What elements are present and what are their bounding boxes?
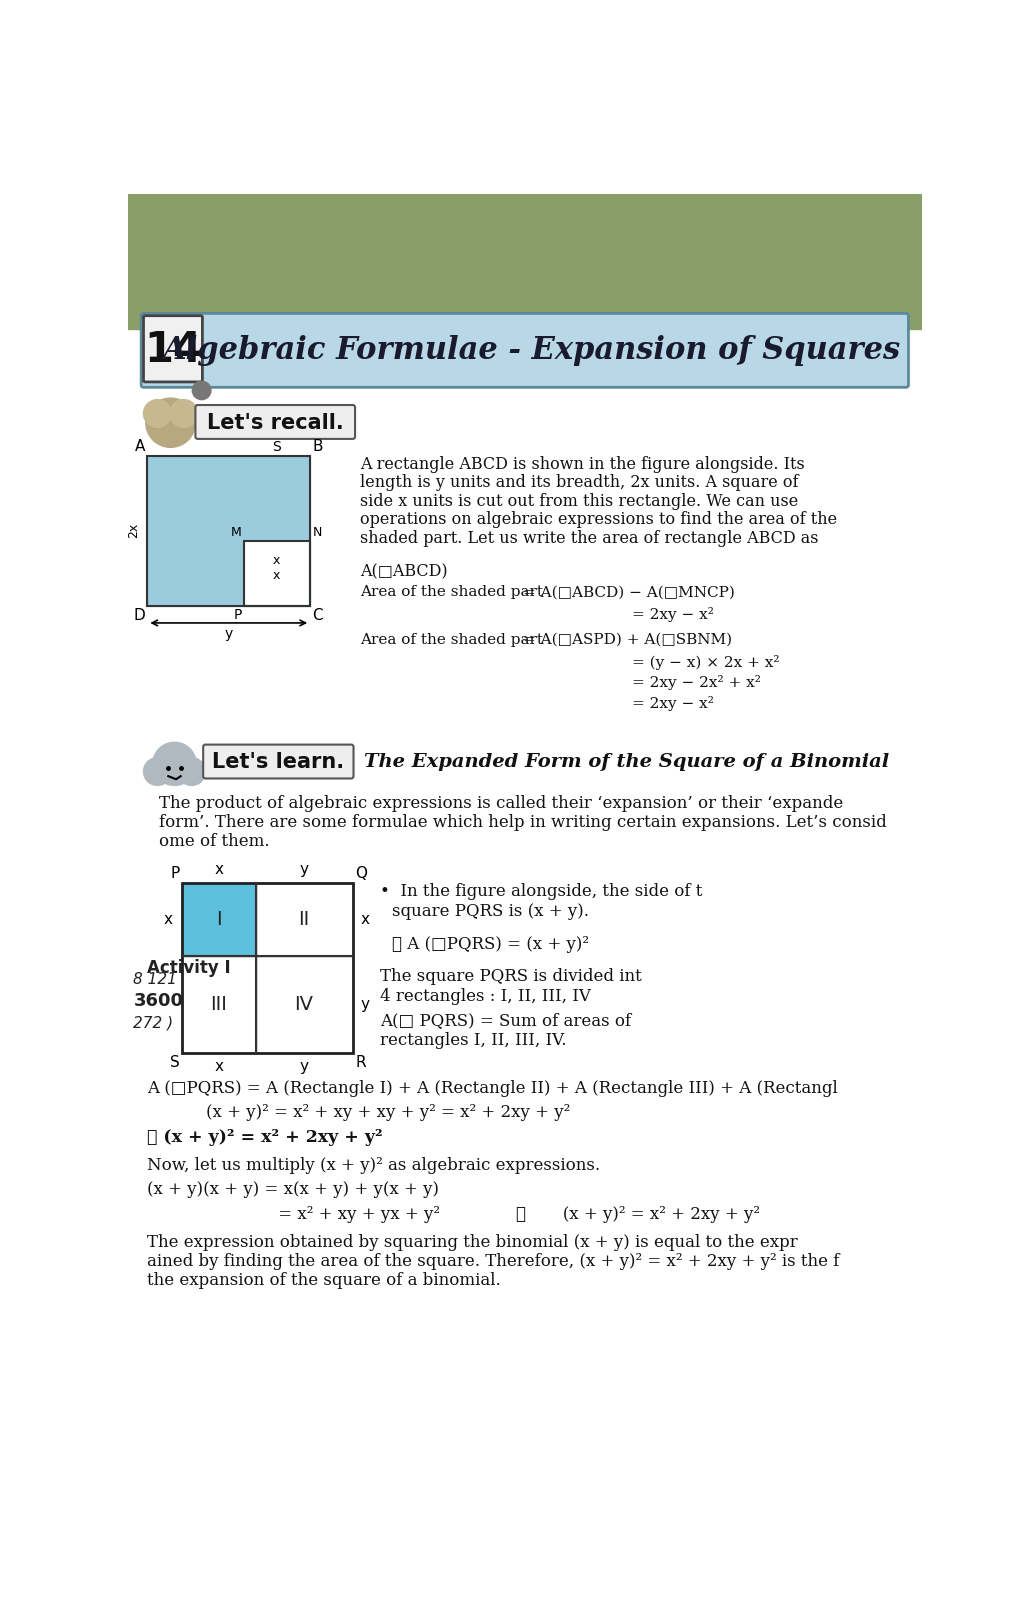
Text: x: x — [214, 1059, 223, 1074]
Text: 3600: 3600 — [133, 991, 183, 1011]
Bar — [182, 956, 256, 1053]
Text: square PQRS is (x + y).: square PQRS is (x + y). — [391, 904, 589, 920]
Text: Algebraic Formulae - Expansion of Squares: Algebraic Formulae - Expansion of Square… — [162, 335, 900, 365]
Text: y: y — [299, 1059, 308, 1074]
Text: S: S — [272, 440, 282, 453]
Bar — [147, 456, 310, 606]
Text: length is y units and its breadth, 2x units. A square of: length is y units and its breadth, 2x un… — [360, 474, 799, 492]
Text: Area of the shaded part: Area of the shaded part — [360, 585, 544, 600]
Bar — [143, 314, 906, 1429]
Circle shape — [170, 399, 198, 427]
Text: the expansion of the square of a binomial.: the expansion of the square of a binomia… — [147, 1273, 501, 1289]
Text: A (□PQRS) = A (Rectangle I) + A (Rectangle II) + A (Rectangle III) + A (Rectangl: A (□PQRS) = A (Rectangle I) + A (Rectang… — [147, 1080, 838, 1096]
Text: rectangles I, II, III, IV.: rectangles I, II, III, IV. — [380, 1032, 566, 1049]
Text: 2x: 2x — [127, 522, 140, 538]
Text: I: I — [216, 910, 221, 928]
Text: R: R — [355, 1054, 366, 1070]
Bar — [147, 456, 310, 606]
Bar — [256, 956, 352, 1053]
Text: ome of them.: ome of them. — [159, 833, 269, 851]
Text: S: S — [170, 1054, 180, 1070]
Bar — [256, 883, 352, 956]
Text: ∴       (x + y)² = x² + 2xy + y²: ∴ (x + y)² = x² + 2xy + y² — [515, 1206, 760, 1222]
Text: ained by finding the area of the square. Therefore, (x + y)² = x² + 2xy + y² is : ained by finding the area of the square.… — [147, 1253, 840, 1269]
Text: form’. There are some formulae which help in writing certain expansions. Let’s c: form’. There are some formulae which hel… — [159, 813, 887, 831]
Text: = 2xy − x²: = 2xy − x² — [632, 695, 714, 711]
Text: ∴ (x + y)² = x² + 2xy + y²: ∴ (x + y)² = x² + 2xy + y² — [147, 1129, 383, 1146]
Text: 272 ): 272 ) — [133, 1015, 173, 1030]
Text: = 2xy − x²: = 2xy − x² — [632, 606, 714, 623]
Text: Now, let us multiply (x + y)² as algebraic expressions.: Now, let us multiply (x + y)² as algebra… — [147, 1156, 600, 1174]
Text: P: P — [171, 865, 180, 881]
Text: x: x — [273, 569, 281, 582]
Text: II: II — [298, 910, 309, 928]
Bar — [128, 194, 922, 328]
Text: A rectangle ABCD is shown in the figure alongside. Its: A rectangle ABCD is shown in the figure … — [360, 456, 805, 472]
Text: (x + y)(x + y) = x(x + y) + y(x + y): (x + y)(x + y) = x(x + y) + y(x + y) — [147, 1180, 439, 1198]
Text: Q: Q — [355, 865, 367, 881]
FancyBboxPatch shape — [196, 404, 355, 438]
Text: y: y — [224, 627, 232, 640]
Text: B: B — [312, 438, 323, 453]
Text: ∴ A (□PQRS) = (x + y)²: ∴ A (□PQRS) = (x + y)² — [391, 936, 589, 952]
Text: The product of algebraic expressions is called their ‘expansion’ or their ‘expan: The product of algebraic expressions is … — [159, 794, 843, 812]
Text: D: D — [133, 608, 145, 623]
Text: = A(□ASPD) + A(□SBNM): = A(□ASPD) + A(□SBNM) — [523, 632, 732, 647]
Bar — [245, 540, 310, 606]
Text: x: x — [164, 912, 173, 927]
Text: P: P — [233, 608, 242, 623]
Text: 8 121: 8 121 — [133, 972, 177, 986]
FancyBboxPatch shape — [143, 315, 203, 382]
Text: The Expanded Form of the Square of a Binomial: The Expanded Form of the Square of a Bin… — [365, 754, 890, 771]
Text: Let's recall.: Let's recall. — [207, 412, 344, 433]
Text: Area of the shaded part: Area of the shaded part — [360, 632, 544, 647]
Text: = x² + xy + yx + y²: = x² + xy + yx + y² — [147, 1206, 440, 1222]
Circle shape — [143, 758, 171, 786]
Text: side x units is cut out from this rectangle. We can use: side x units is cut out from this rectan… — [360, 493, 799, 509]
Bar — [182, 883, 352, 1053]
Text: y: y — [360, 996, 370, 1012]
Text: x: x — [214, 862, 223, 876]
Text: 14: 14 — [144, 330, 202, 372]
Text: IV: IV — [295, 994, 313, 1014]
Circle shape — [153, 742, 197, 786]
Text: 4 rectangles : I, II, III, IV: 4 rectangles : I, II, III, IV — [380, 988, 591, 1004]
Text: Let's learn.: Let's learn. — [212, 752, 344, 773]
Text: A: A — [135, 438, 145, 453]
Text: The square PQRS is divided int: The square PQRS is divided int — [380, 969, 642, 985]
Text: = A(□ABCD) − A(□MNCP): = A(□ABCD) − A(□MNCP) — [523, 585, 735, 600]
Text: y: y — [299, 862, 308, 876]
Text: shaded part. Let us write the area of rectangle ABCD as: shaded part. Let us write the area of re… — [360, 530, 819, 547]
Text: The expression obtained by squaring the binomial (x + y) is equal to the expr: The expression obtained by squaring the … — [147, 1234, 798, 1250]
Text: = 2xy − 2x² + x²: = 2xy − 2x² + x² — [632, 676, 761, 690]
Circle shape — [143, 399, 171, 427]
Text: N: N — [312, 526, 322, 538]
Text: x: x — [273, 553, 281, 566]
Circle shape — [145, 398, 196, 448]
Text: A(□ PQRS) = Sum of areas of: A(□ PQRS) = Sum of areas of — [380, 1012, 631, 1030]
Bar — [182, 883, 256, 956]
Text: M: M — [231, 526, 242, 538]
Text: operations on algebraic expressions to find the area of the: operations on algebraic expressions to f… — [360, 511, 838, 529]
Text: (x + y)² = x² + xy + xy + y² = x² + 2xy + y²: (x + y)² = x² + xy + xy + y² = x² + 2xy … — [206, 1104, 569, 1121]
Text: Activity I: Activity I — [147, 959, 231, 977]
Text: x: x — [360, 912, 370, 927]
Text: = (y − x) × 2x + x²: = (y − x) × 2x + x² — [632, 655, 779, 669]
Circle shape — [177, 758, 206, 786]
Text: •  In the figure alongside, the side of t: • In the figure alongside, the side of t — [380, 883, 702, 901]
Text: A(□ABCD): A(□ABCD) — [360, 564, 449, 581]
Text: III: III — [210, 994, 227, 1014]
Circle shape — [193, 382, 211, 399]
FancyBboxPatch shape — [141, 314, 908, 388]
FancyBboxPatch shape — [203, 744, 353, 778]
Text: C: C — [312, 608, 324, 623]
